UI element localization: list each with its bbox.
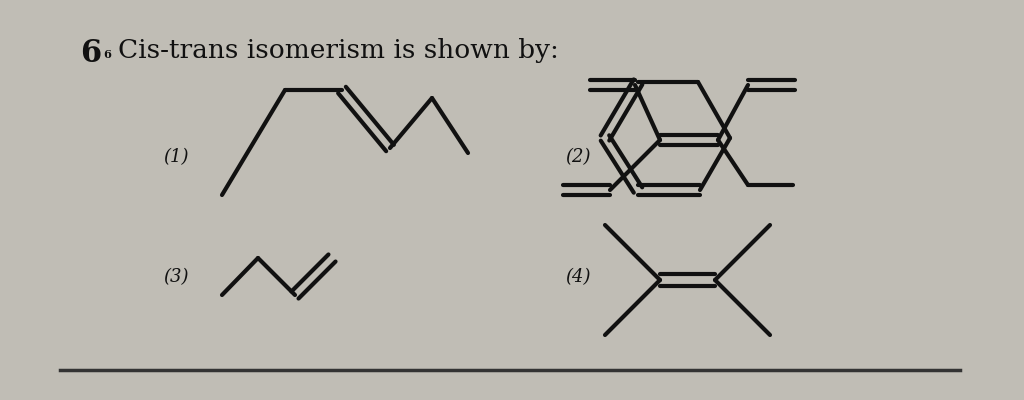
Text: Cis-trans isomerism is shown by:: Cis-trans isomerism is shown by: (118, 38, 559, 63)
Text: (1): (1) (163, 148, 188, 166)
Text: (2): (2) (565, 148, 591, 166)
Text: (3): (3) (163, 268, 188, 286)
Text: (4): (4) (565, 268, 591, 286)
Text: 6: 6 (80, 38, 101, 69)
Text: ₆: ₆ (103, 44, 111, 62)
